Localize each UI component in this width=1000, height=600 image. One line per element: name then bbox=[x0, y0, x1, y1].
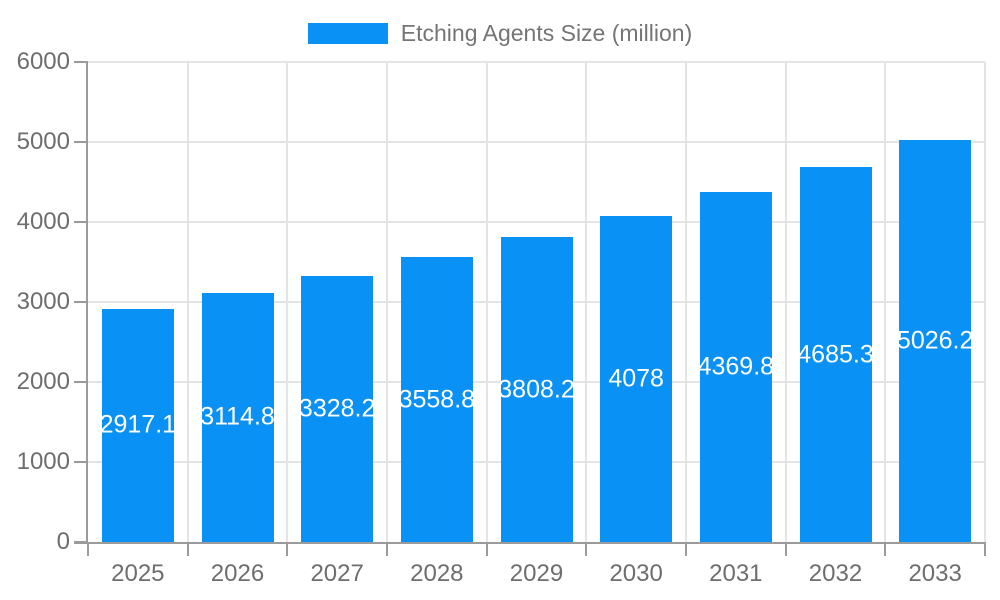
y-axis-tick bbox=[74, 221, 88, 223]
gridline-vertical bbox=[585, 62, 588, 542]
bar[interactable]: 4369.8 bbox=[697, 192, 775, 542]
x-axis-tick bbox=[984, 542, 986, 556]
y-axis-tick bbox=[74, 61, 88, 63]
x-axis-label: 2027 bbox=[310, 560, 364, 587]
x-axis-tick bbox=[784, 542, 787, 556]
gridline-horizontal bbox=[88, 61, 985, 63]
gridline-vertical bbox=[685, 62, 687, 542]
bar-value-label: 3114.8 bbox=[200, 402, 275, 431]
y-axis-label: 5000 bbox=[16, 128, 70, 155]
x-axis-tick bbox=[884, 542, 887, 556]
gridline-vertical bbox=[884, 62, 887, 542]
x-axis-label: 2030 bbox=[609, 560, 663, 587]
bar-value-label: 2917.1 bbox=[99, 410, 177, 439]
bar-value-label: 5026.2 bbox=[896, 326, 974, 355]
y-axis-label: 6000 bbox=[16, 48, 70, 75]
x-axis-label: 2031 bbox=[709, 560, 763, 587]
y-axis-line bbox=[86, 62, 88, 544]
gridline-vertical bbox=[784, 62, 787, 542]
bar-value-label: 3808.2 bbox=[498, 375, 575, 404]
y-axis-label: 2000 bbox=[16, 368, 70, 395]
x-axis-tick bbox=[186, 542, 189, 556]
legend[interactable]: Etching Agents Size (million) bbox=[0, 20, 1000, 46]
x-axis-label: 2028 bbox=[410, 560, 464, 587]
gridline-vertical bbox=[186, 62, 189, 542]
gridline-horizontal bbox=[88, 221, 985, 223]
bar[interactable]: 3558.8 bbox=[398, 257, 476, 542]
gridline-vertical bbox=[984, 62, 986, 542]
x-axis-tick bbox=[585, 542, 588, 556]
x-axis-line bbox=[74, 542, 985, 544]
bar[interactable]: 3114.8 bbox=[200, 292, 275, 542]
x-axis-tick bbox=[386, 542, 388, 556]
x-axis-label: 2025 bbox=[111, 560, 165, 587]
y-axis-tick bbox=[74, 301, 88, 303]
bar-value-label: 4078 bbox=[608, 364, 664, 393]
gridline-vertical bbox=[386, 62, 388, 542]
y-axis-label: 4000 bbox=[16, 208, 70, 235]
y-axis-tick bbox=[74, 461, 88, 463]
y-axis-label: 1000 bbox=[16, 448, 70, 475]
x-axis-label: 2026 bbox=[210, 560, 265, 587]
gridline-vertical bbox=[485, 62, 488, 542]
gridline-horizontal bbox=[88, 141, 985, 143]
bar[interactable]: 2917.1 bbox=[99, 308, 177, 542]
bar-value-label: 3328.2 bbox=[298, 394, 376, 423]
legend-label: Etching Agents Size (million) bbox=[400, 19, 693, 46]
x-axis-tick bbox=[286, 542, 289, 556]
gridline-vertical bbox=[286, 62, 289, 542]
legend-swatch bbox=[307, 22, 388, 44]
bar-value-label: 3558.8 bbox=[398, 385, 476, 414]
bar[interactable]: 3808.2 bbox=[498, 237, 575, 542]
x-axis-label: 2033 bbox=[908, 560, 962, 587]
x-axis-tick bbox=[485, 542, 488, 556]
x-axis-label: 2032 bbox=[808, 560, 863, 587]
y-axis-tick bbox=[74, 141, 88, 143]
bar-value-label: 4369.8 bbox=[697, 352, 775, 381]
y-axis-label: 0 bbox=[56, 528, 70, 555]
y-axis-label: 3000 bbox=[16, 288, 70, 315]
bar-value-label: 4685.3 bbox=[797, 340, 874, 369]
bar[interactable]: 4685.3 bbox=[797, 167, 874, 542]
x-axis-tick bbox=[87, 542, 89, 556]
bar[interactable]: 5026.2 bbox=[896, 139, 974, 542]
bar[interactable]: 4078 bbox=[600, 215, 673, 542]
bar[interactable]: 3328.2 bbox=[298, 275, 376, 542]
x-axis-label: 2029 bbox=[509, 560, 564, 587]
x-axis-tick bbox=[685, 542, 687, 556]
y-axis-tick bbox=[74, 381, 88, 383]
